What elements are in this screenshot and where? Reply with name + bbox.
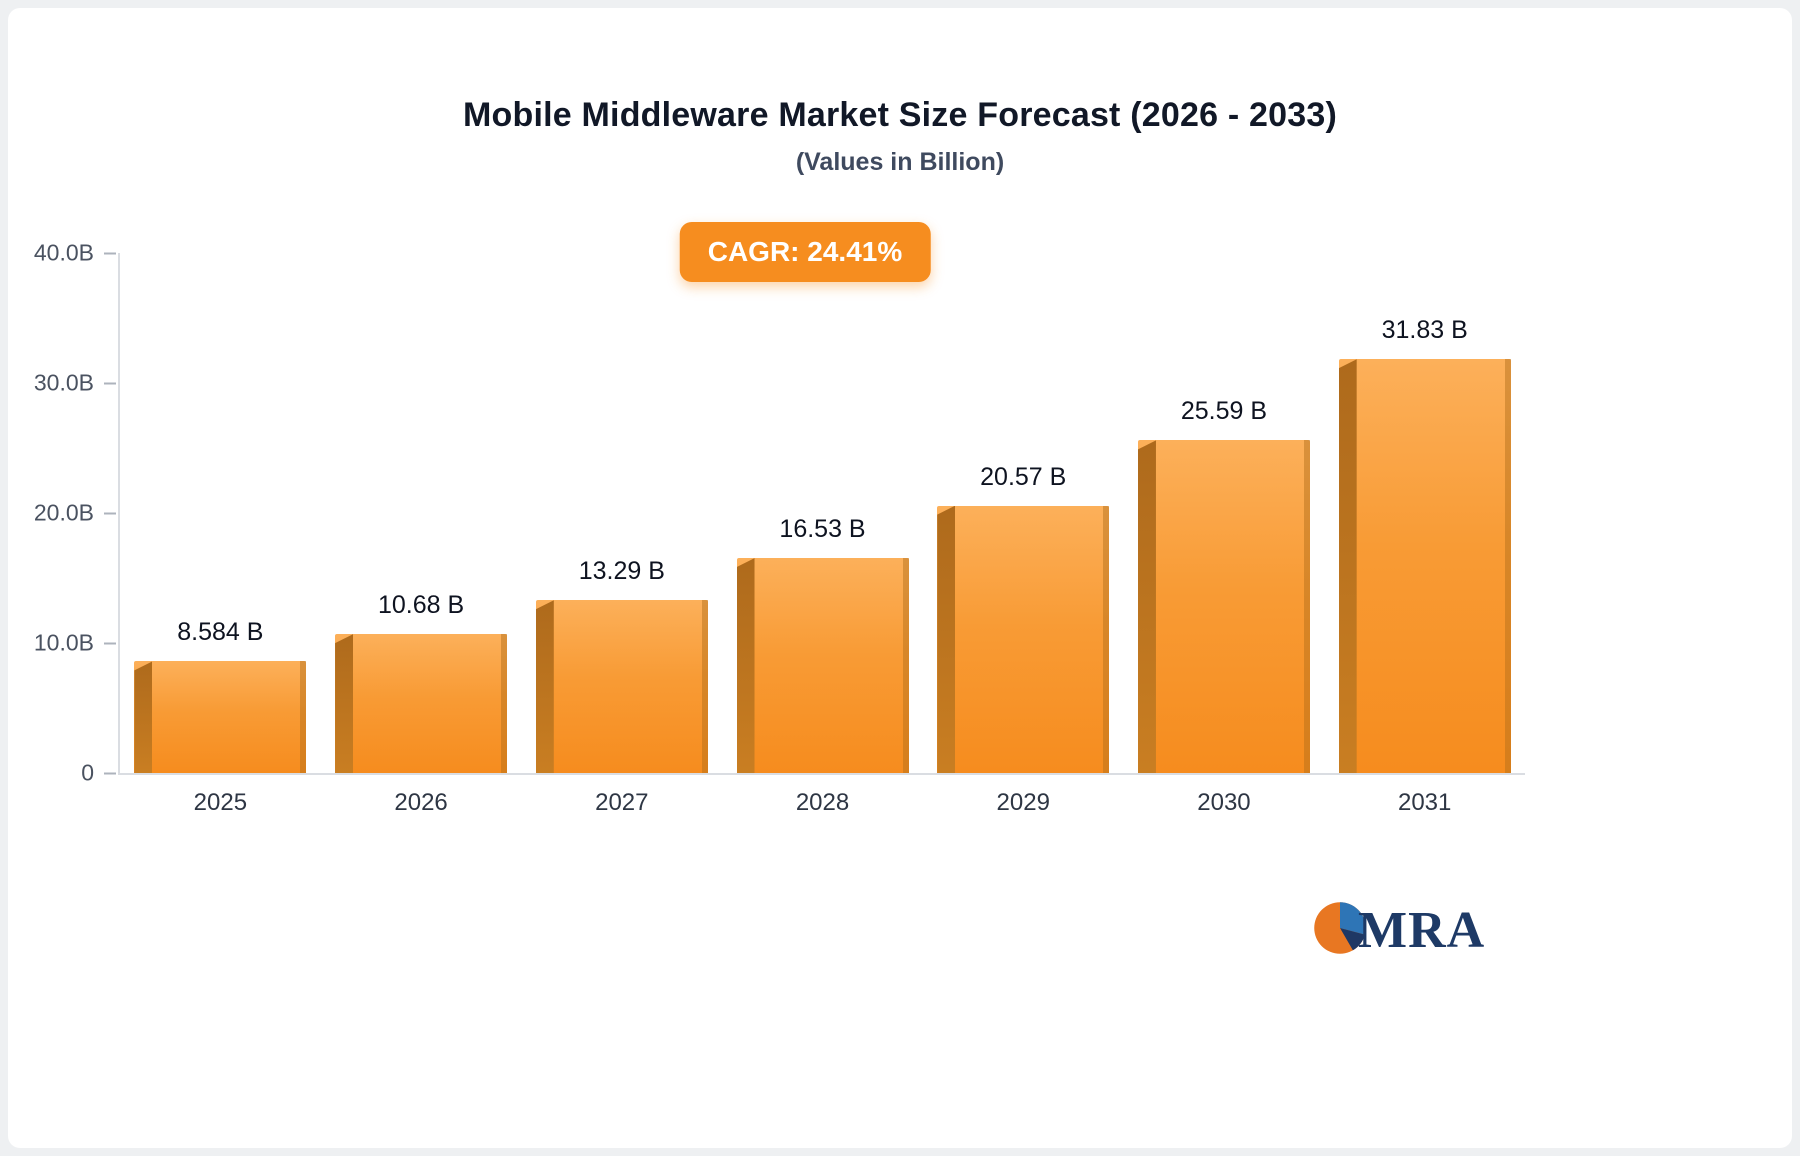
y-axis-tick-label: 20.0B — [33, 499, 94, 526]
bar-value-label: 13.29 B — [578, 557, 665, 586]
x-axis-label-2028: 2028 — [795, 789, 850, 816]
bar-value-label: 20.57 B — [980, 462, 1067, 491]
bar-2025[interactable] — [134, 661, 307, 773]
bar-group-2031: 31.83 B 2031 — [1324, 253, 1525, 816]
chart-subtitle: (Values in Billion) — [795, 148, 1005, 176]
bar-value-label: 16.53 B — [779, 515, 866, 544]
bar-value-label: 10.68 B — [377, 591, 465, 620]
y-axis-tick-label: 40.0B — [33, 239, 94, 266]
y-axis-tick-20.0B: 20.0B — [34, 500, 116, 527]
bar-2028[interactable] — [736, 558, 909, 773]
bar-2031[interactable] — [1338, 359, 1511, 773]
bar-group-2030: 25.59 B 2030 — [1124, 253, 1325, 816]
cagr-badge: CAGR: 24.41% — [679, 222, 931, 282]
y-axis: 40.0B 30.0B 20.0B 10.0B 0 — [8, 240, 116, 786]
x-axis-label-2029: 2029 — [996, 789, 1050, 816]
bar-group-2027: 13.29 B 2027 — [521, 253, 722, 816]
tick-mark — [104, 382, 116, 384]
mra-logo: MRA — [1312, 900, 1485, 961]
bar-value-label: 31.83 B — [1381, 316, 1468, 345]
bar-2030[interactable] — [1137, 440, 1310, 773]
tick-mark — [104, 772, 116, 774]
tick-mark — [104, 512, 116, 514]
tick-mark — [104, 642, 116, 644]
bar-value-label: 8.584 B — [177, 618, 264, 647]
y-axis-tick-label: 0 — [81, 759, 94, 786]
y-axis-tick-0: 0 — [81, 760, 116, 787]
chart-card: Mobile Middleware Market Size Forecast (… — [8, 8, 1792, 1148]
bar-2026[interactable] — [335, 634, 508, 773]
mra-logo-icon — [1312, 900, 1368, 961]
mra-logo-text: MRA — [1358, 901, 1486, 959]
chart-title: Mobile Middleware Market Size Forecast (… — [463, 96, 1337, 134]
plot-area: 8.584 B 2025 10.68 B 2026 13.29 B 2027 16.53 B… — [118, 253, 1525, 816]
x-axis-label-2026: 2026 — [394, 789, 448, 816]
y-axis-tick-label: 10.0B — [33, 629, 94, 656]
y-axis-tick-40.0B: 40.0B — [34, 240, 116, 267]
bar-group-2029: 20.57 B 2029 — [923, 253, 1124, 816]
bar-2027[interactable] — [535, 600, 708, 773]
y-axis-tick-10.0B: 10.0B — [34, 630, 116, 657]
x-axis-label-2027: 2027 — [595, 789, 649, 816]
bars-container: 8.584 B 2025 10.68 B 2026 13.29 B 2027 16.53 B… — [120, 253, 1525, 816]
x-axis-label-2025: 2025 — [193, 789, 248, 816]
tick-mark — [104, 252, 116, 254]
bar-value-label: 25.59 B — [1180, 397, 1268, 426]
y-axis-tick-30.0B: 30.0B — [34, 370, 116, 397]
bar-group-2025: 8.584 B 2025 — [120, 253, 321, 816]
x-axis-label-2031: 2031 — [1397, 789, 1452, 816]
bar-group-2028: 16.53 B 2028 — [722, 253, 923, 816]
y-axis-tick-label: 30.0B — [33, 369, 94, 396]
bar-group-2026: 10.68 B 2026 — [321, 253, 522, 816]
bar-2029[interactable] — [937, 505, 1110, 774]
x-axis-label-2030: 2030 — [1197, 789, 1251, 816]
